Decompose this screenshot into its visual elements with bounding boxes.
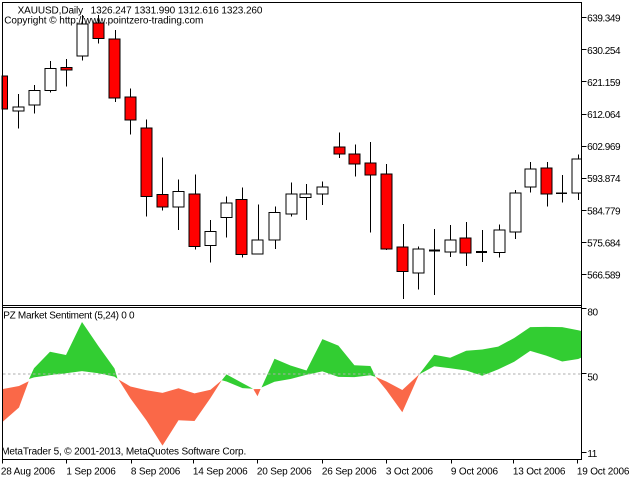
svg-text:621.159: 621.159 bbox=[587, 78, 621, 89]
svg-text:MetaTrader 5, © 2001-2013, Met: MetaTrader 5, © 2001-2013, MetaQuotes So… bbox=[1, 447, 246, 458]
svg-text:8 Sep 2006: 8 Sep 2006 bbox=[131, 466, 181, 477]
svg-text:PZ Market Sentiment (5,24) 0 0: PZ Market Sentiment (5,24) 0 0 bbox=[3, 311, 135, 322]
svg-text:14 Sep 2006: 14 Sep 2006 bbox=[193, 466, 248, 477]
svg-text:593.874: 593.874 bbox=[587, 174, 621, 185]
svg-text:639.349: 639.349 bbox=[587, 14, 621, 25]
svg-text:612.064: 612.064 bbox=[587, 110, 621, 121]
svg-text:19 Oct 2006: 19 Oct 2006 bbox=[577, 466, 630, 477]
svg-text:11: 11 bbox=[587, 449, 597, 460]
svg-text:575.684: 575.684 bbox=[587, 238, 621, 249]
svg-text:9 Oct 2006: 9 Oct 2006 bbox=[451, 466, 499, 477]
svg-text:50: 50 bbox=[587, 373, 598, 384]
svg-text:28 Aug 2006: 28 Aug 2006 bbox=[1, 466, 56, 477]
svg-text:584.779: 584.779 bbox=[587, 206, 621, 217]
svg-text:Copyright © http://www.pointze: Copyright © http://www.pointzero-trading… bbox=[4, 15, 203, 26]
svg-text:566.589: 566.589 bbox=[587, 271, 621, 282]
svg-text:20 Sep 2006: 20 Sep 2006 bbox=[257, 466, 312, 477]
svg-text:602.969: 602.969 bbox=[587, 142, 621, 153]
svg-text:26 Sep 2006: 26 Sep 2006 bbox=[322, 466, 377, 477]
svg-text:XAUUSD,Daily 1326.247 1331.99: XAUUSD,Daily 1326.247 1331.990 1312.616 … bbox=[18, 6, 263, 17]
svg-text:3 Oct 2006: 3 Oct 2006 bbox=[386, 466, 434, 477]
svg-text:13 Oct 2006: 13 Oct 2006 bbox=[513, 466, 566, 477]
svg-text:630.254: 630.254 bbox=[587, 46, 621, 57]
svg-text:80: 80 bbox=[587, 308, 598, 319]
svg-text:1 Sep 2006: 1 Sep 2006 bbox=[66, 466, 116, 477]
